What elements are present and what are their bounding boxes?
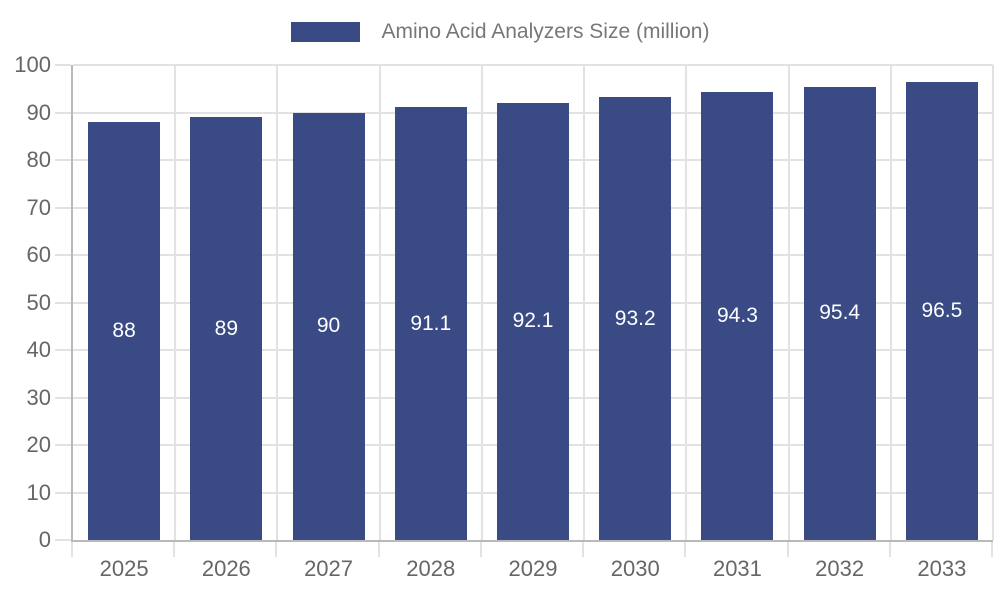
x-gridline xyxy=(992,65,994,540)
x-axis-tick xyxy=(582,542,585,557)
bar-value-label: 91.1 xyxy=(410,311,452,335)
x-axis-tick xyxy=(479,542,482,557)
bar-value-label: 88 xyxy=(112,319,136,342)
bar-value-label: 90 xyxy=(316,314,341,338)
x-axis-tick xyxy=(684,542,687,557)
bar: 88 xyxy=(88,122,161,540)
y-tick-label: 60 xyxy=(26,242,51,267)
y-axis-tick xyxy=(55,539,71,541)
x-axis-tick xyxy=(275,542,278,557)
x-axis-tick xyxy=(71,542,73,557)
bar: 94.3 xyxy=(701,92,774,540)
bar: 90 xyxy=(292,112,365,540)
bar-value-label: 96.5 xyxy=(921,298,963,322)
x-axis-tick xyxy=(377,542,380,557)
y-axis-tick xyxy=(55,491,71,494)
x-tick-label: 2026 xyxy=(201,556,251,581)
y-gridline xyxy=(73,64,993,66)
y-tick-label: 70 xyxy=(26,194,51,220)
bar: 96.5 xyxy=(905,81,978,540)
y-axis-tick xyxy=(55,111,71,114)
y-tick-label: 100 xyxy=(14,52,51,77)
legend-swatch-icon xyxy=(290,22,360,42)
bar: 91.1 xyxy=(394,107,467,540)
y-tick-label: 90 xyxy=(26,99,51,125)
x-axis-tick xyxy=(888,542,891,557)
y-tick-label: 10 xyxy=(26,479,51,505)
plot-area: 88 89 90 91.1 92.1 93.2 94.3 95.4 96.5 xyxy=(71,64,994,542)
x-gridline xyxy=(174,65,177,540)
x-axis-tick xyxy=(786,542,789,557)
y-axis-tick xyxy=(55,159,71,161)
x-tick-label: 2028 xyxy=(406,556,456,581)
x-gridline xyxy=(378,65,381,540)
x-tick-label: 2032 xyxy=(815,556,865,581)
x-tick-label: 2033 xyxy=(917,556,967,581)
bar: 95.4 xyxy=(803,86,876,540)
y-tick-label: 50 xyxy=(26,289,51,315)
y-axis-tick xyxy=(55,444,71,446)
bar-value-label: 92.1 xyxy=(512,309,554,333)
x-axis-tick xyxy=(173,542,176,557)
y-axis-tick xyxy=(55,206,71,209)
y-axis-tick xyxy=(55,301,71,304)
bar-value-label: 93.2 xyxy=(614,306,656,330)
x-axis-tick xyxy=(991,542,993,557)
x-gridline xyxy=(889,65,892,540)
y-axis-tick xyxy=(55,64,71,66)
legend-label: Amino Acid Analyzers Size (million) xyxy=(381,20,710,43)
x-tick-label: 2031 xyxy=(712,556,762,581)
x-gridline xyxy=(276,65,279,540)
x-gridline xyxy=(583,65,586,540)
x-tick-label: 2025 xyxy=(99,556,149,581)
bar: 93.2 xyxy=(599,97,672,540)
x-gridline xyxy=(685,65,688,540)
bar-value-label: 95.4 xyxy=(819,301,861,325)
y-tick-label: 80 xyxy=(26,147,51,172)
x-gridline xyxy=(480,65,483,540)
y-axis-tick xyxy=(55,396,71,399)
x-tick-label: 2029 xyxy=(508,556,558,581)
y-tick-label: 30 xyxy=(26,384,51,410)
legend-item[interactable]: Amino Acid Analyzers Size (million) xyxy=(0,20,1000,44)
y-axis-tick xyxy=(55,349,71,351)
y-tick-label: 0 xyxy=(38,527,51,552)
bar: 92.1 xyxy=(497,102,569,540)
x-tick-label: 2030 xyxy=(610,556,660,581)
bar-value-label: 89 xyxy=(214,316,238,340)
bar: 89 xyxy=(190,117,263,540)
y-axis-tick xyxy=(55,254,71,256)
x-tick-label: 2027 xyxy=(304,556,354,581)
bar-value-label: 94.3 xyxy=(717,304,758,328)
y-tick-label: 20 xyxy=(26,432,51,457)
x-gridline xyxy=(787,65,790,540)
y-tick-label: 40 xyxy=(26,337,51,362)
